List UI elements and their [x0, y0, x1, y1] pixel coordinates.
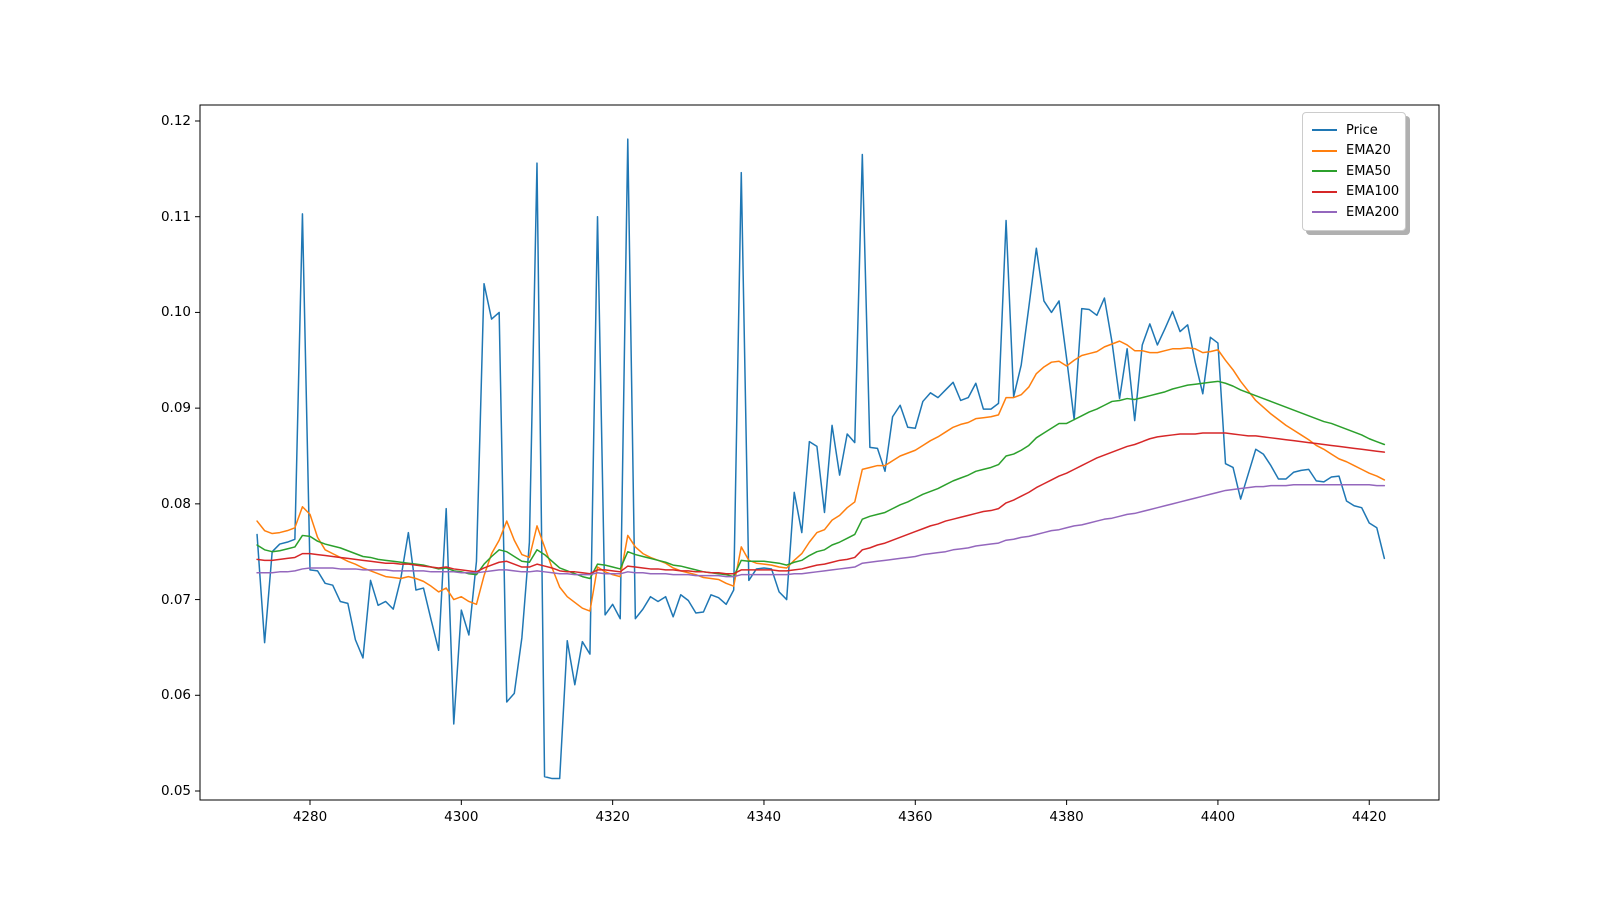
axes-spines: [199, 104, 1440, 801]
legend-label-ema50: EMA50: [1346, 163, 1391, 179]
y-tick-label: 0.09: [160, 400, 191, 417]
legend-item-ema50: EMA50: [1312, 161, 1396, 182]
x-tick-label: 4340: [746, 809, 782, 825]
legend-label-ema100: EMA100: [1346, 184, 1400, 200]
x-tick-label: 4400: [1200, 809, 1236, 825]
legend-item-ema20: EMA20: [1312, 141, 1396, 162]
y-tick-label: 0.06: [160, 687, 191, 704]
legend-label-price: Price: [1346, 122, 1378, 138]
x-tick-label: 4360: [898, 809, 933, 825]
legend-line-sample-ema20: [1312, 149, 1337, 152]
y-tick-label: 0.11: [160, 208, 191, 225]
series-line-ema100: [256, 432, 1386, 575]
legend-item-ema100: EMA100: [1312, 182, 1400, 203]
legend-label-ema20: EMA20: [1346, 143, 1391, 159]
legend-item-price: Price: [1312, 120, 1396, 141]
legend-label-ema200: EMA200: [1346, 204, 1400, 220]
legend-line-sample-price: [1312, 129, 1337, 132]
x-tick-label: 4300: [444, 809, 479, 825]
series-line-price: [256, 138, 1386, 780]
x-tick-label: 4420: [1352, 809, 1387, 825]
series-line-ema200: [256, 483, 1386, 578]
legend: Price EMA20 EMA50 EMA100 EMA200: [1302, 112, 1406, 231]
legend-line-sample-ema100: [1312, 190, 1337, 193]
y-tick-label: 0.07: [160, 591, 191, 608]
y-tick-label: 0.12: [160, 112, 191, 129]
series-line-ema50: [256, 380, 1386, 580]
x-tick-label: 4280: [292, 809, 328, 825]
legend-line-sample-ema50: [1312, 170, 1337, 173]
y-tick-label: 0.08: [160, 495, 191, 512]
y-tick-label: 0.10: [160, 304, 191, 321]
legend-line-sample-ema200: [1312, 211, 1337, 214]
x-tick-label: 4380: [1049, 809, 1084, 825]
legend-item-ema200: EMA200: [1312, 202, 1400, 223]
y-tick-label: 0.05: [160, 783, 191, 799]
series-line-ema20: [256, 340, 1386, 612]
x-tick-label: 4320: [595, 809, 630, 825]
